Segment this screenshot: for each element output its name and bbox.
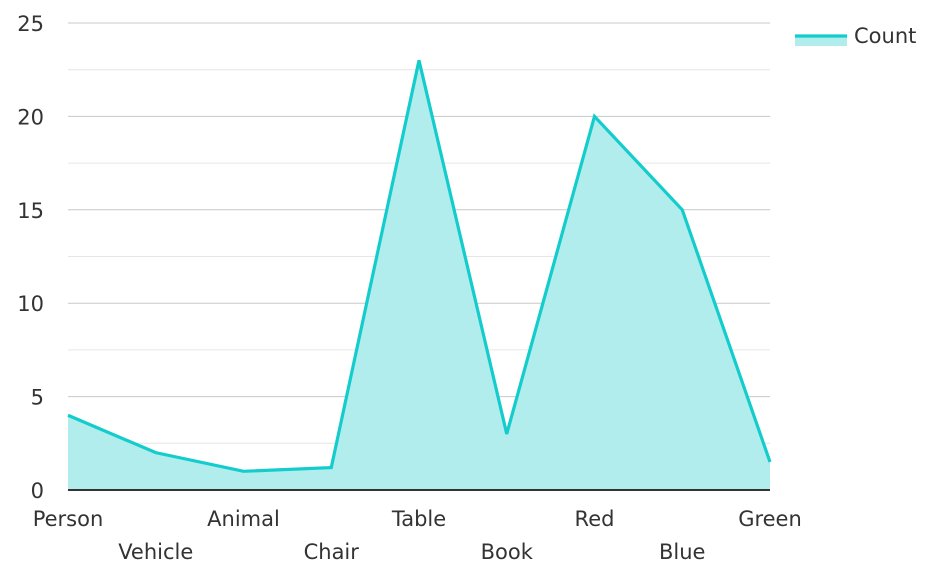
x-tick-label: Vehicle <box>118 540 193 562</box>
legend[interactable]: Count <box>795 24 916 48</box>
data-point-red[interactable] <box>591 112 599 120</box>
y-tick-label: 0 <box>31 479 44 503</box>
data-point-animal[interactable] <box>240 467 248 475</box>
series-line <box>67 59 772 473</box>
data-point-vehicle[interactable] <box>152 449 160 457</box>
legend-swatch-fill <box>795 36 847 46</box>
label-layer: 0 5 10 15 20 25 Person Vehicle Animal Chair Table B… <box>17 12 802 564</box>
series-area-fill <box>68 60 770 491</box>
data-point-chair[interactable] <box>327 464 335 472</box>
data-point-blue[interactable] <box>678 206 686 214</box>
data-point-person[interactable] <box>64 411 72 419</box>
x-tick-label: Table <box>391 507 446 531</box>
legend-item-count[interactable]: Count <box>795 24 916 48</box>
x-tick-label: Blue <box>659 540 705 562</box>
y-tick-label: 25 <box>17 12 44 36</box>
data-point-book[interactable] <box>503 430 511 438</box>
y-tick-label: 10 <box>17 292 44 316</box>
x-tick-label: Person <box>33 507 104 531</box>
x-tick-label: Book <box>481 540 534 562</box>
data-point-table[interactable] <box>415 56 423 64</box>
data-point-green[interactable] <box>766 458 774 466</box>
area-layer <box>64 56 774 491</box>
y-tick-label: 5 <box>31 386 44 410</box>
y-tick-label: 15 <box>17 199 44 223</box>
y-tick-label: 20 <box>17 105 44 129</box>
x-tick-label: Green <box>738 507 802 531</box>
x-tick-label: Chair <box>304 540 360 562</box>
x-tick-label: Animal <box>207 507 280 531</box>
legend-label: Count <box>854 24 916 48</box>
x-tick-label: Red <box>575 507 615 531</box>
